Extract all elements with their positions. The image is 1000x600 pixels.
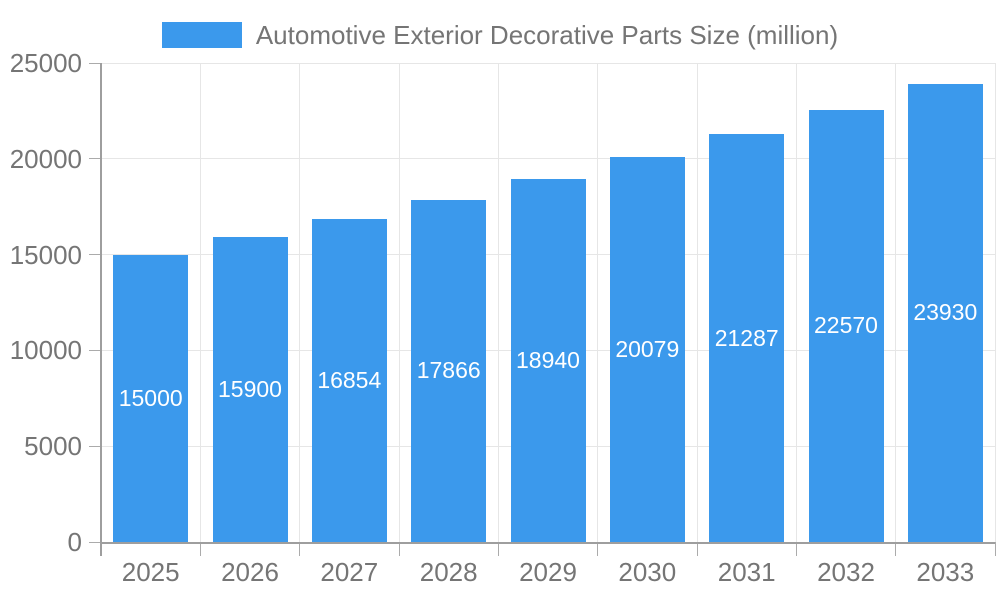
x-axis-tick — [597, 542, 599, 556]
y-tick-label: 25000 — [9, 48, 82, 78]
x-axis-line — [101, 542, 995, 544]
legend-series-label: Automotive Exterior Decorative Parts Siz… — [255, 19, 839, 50]
bar-value-label: 21287 — [714, 324, 779, 351]
y-axis-tick — [89, 254, 101, 256]
v-gridline — [597, 63, 599, 542]
y-tick-label: 0 — [67, 527, 82, 557]
legend-swatch — [161, 22, 242, 48]
v-gridline — [795, 63, 797, 542]
bar-2033[interactable]: 23930 — [907, 83, 983, 542]
x-axis-tick — [398, 542, 400, 556]
v-gridline — [199, 63, 201, 542]
x-tick-label: 2029 — [519, 557, 577, 587]
x-tick-label: 2028 — [419, 557, 478, 587]
y-tick-label: 15000 — [9, 239, 82, 270]
v-gridline — [497, 63, 499, 542]
bar-value-label: 15000 — [118, 384, 183, 411]
x-axis-tick — [199, 542, 201, 556]
bar-value-label: 16854 — [317, 367, 382, 394]
x-axis-tick — [497, 542, 499, 556]
x-axis-tick — [299, 542, 301, 556]
x-axis-tick — [895, 542, 897, 556]
v-gridline — [994, 63, 996, 542]
x-tick-label: 2031 — [717, 557, 776, 587]
bar-value-label: 17866 — [416, 357, 481, 384]
y-axis-tick — [89, 158, 101, 160]
bar-2031[interactable]: 21287 — [709, 134, 785, 542]
y-axis-tick — [89, 541, 101, 543]
y-tick-label: 10000 — [9, 335, 82, 366]
x-axis-tick — [994, 542, 996, 556]
bar-2032[interactable]: 22570 — [808, 109, 884, 542]
y-axis-tick — [89, 445, 101, 447]
y-axis-line — [100, 63, 102, 556]
bar-2030[interactable]: 20079 — [609, 157, 685, 542]
x-tick-label: 2026 — [221, 557, 279, 587]
x-axis-tick — [696, 542, 698, 556]
bar-2028[interactable]: 17866 — [411, 199, 487, 542]
bar-2025[interactable]: 15000 — [113, 254, 189, 542]
plot-area: 15000 15900 16854 17866 18940 20079 21287 22570… — [101, 62, 996, 542]
y-tick-label: 20000 — [9, 143, 82, 174]
bar-2027[interactable]: 16854 — [311, 219, 387, 542]
bar-2026[interactable]: 15900 — [212, 237, 288, 542]
legend[interactable]: Automotive Exterior Decorative Parts Siz… — [0, 16, 1000, 54]
x-tick-label: 2033 — [916, 557, 975, 587]
v-gridline — [398, 63, 400, 542]
bar-value-label: 20079 — [615, 336, 680, 363]
h-gridline — [101, 62, 995, 64]
bar-value-label: 15900 — [218, 376, 282, 403]
x-tick-label: 2027 — [320, 557, 379, 587]
x-tick-label: 2032 — [817, 557, 875, 587]
x-axis-tick — [795, 542, 797, 556]
y-axis-tick — [89, 62, 101, 64]
bar-value-label: 18940 — [516, 347, 580, 374]
bar-value-label: 22570 — [814, 312, 878, 339]
h-gridline — [101, 158, 995, 160]
v-gridline — [895, 63, 897, 542]
y-tick-label: 5000 — [24, 431, 82, 462]
v-gridline — [696, 63, 698, 542]
x-tick-label: 2025 — [121, 557, 180, 587]
y-axis-tick — [89, 349, 101, 351]
x-tick-label: 2030 — [618, 557, 677, 587]
bar-2029[interactable]: 18940 — [510, 179, 586, 542]
bar-value-label: 23930 — [913, 299, 978, 326]
v-gridline — [299, 63, 301, 542]
